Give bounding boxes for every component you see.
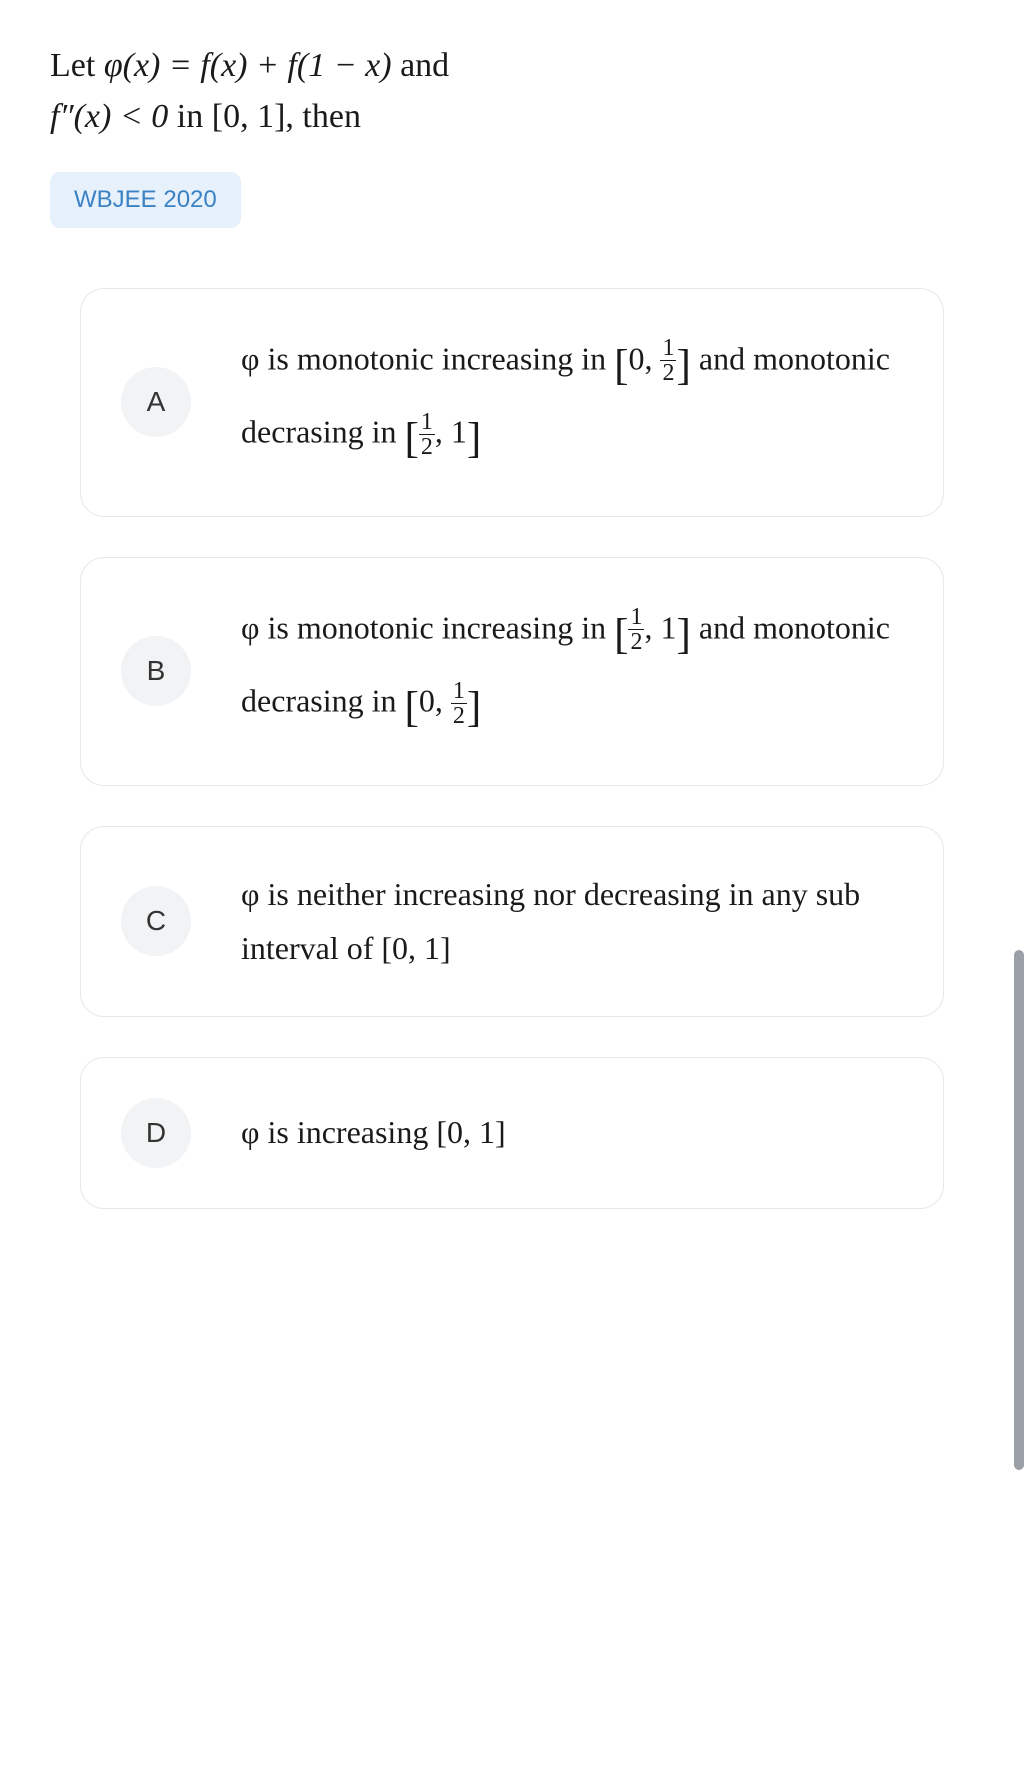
bracket-right: ] <box>467 415 481 462</box>
one-half: 12 <box>628 605 644 654</box>
option-c[interactable]: C φ is neither increasing nor decreasing… <box>80 826 944 1017</box>
one-half: 12 <box>419 410 435 459</box>
fpp: f″(x) < 0 <box>50 98 168 135</box>
int-sep: , <box>435 414 451 450</box>
interval-01: [0, 1] <box>212 98 286 135</box>
int-b: 1 <box>451 414 467 450</box>
option-text: φ is neither increasing nor decreasing i… <box>241 867 903 976</box>
opt-a-t1: φ is monotonic increasing in <box>241 341 614 377</box>
option-a[interactable]: A φ is monotonic increasing in [0, 12] a… <box>80 288 944 517</box>
int-sep: , <box>644 341 660 377</box>
int-b: 1 <box>660 609 676 645</box>
bracket-left: [ <box>405 415 419 462</box>
option-letter: D <box>121 1098 191 1168</box>
option-text: φ is monotonic increasing in [0, 12] and… <box>241 329 903 476</box>
int-a: 0 <box>628 341 644 377</box>
int-sep: , <box>435 683 451 719</box>
int-a: 0 <box>419 683 435 719</box>
one-half: 12 <box>451 679 467 728</box>
opt-c-t1: φ is neither increasing nor decreasing i… <box>241 876 860 966</box>
option-letter: A <box>121 367 191 437</box>
bracket-right: ] <box>676 611 690 658</box>
q-then: , then <box>285 98 361 135</box>
phi-eq: φ(x) = f(x) + f(1 − x) <box>104 47 392 84</box>
option-text: φ is monotonic increasing in [12, 1] and… <box>241 598 903 745</box>
q-text: Let <box>50 47 104 84</box>
bracket-left: [ <box>614 342 628 389</box>
exam-tag[interactable]: WBJEE 2020 <box>50 172 241 228</box>
q-and: and <box>392 47 450 84</box>
interval-01: [0, 1] <box>436 1114 505 1150</box>
opt-d-t1: φ is increasing <box>241 1114 436 1150</box>
option-text: φ is increasing [0, 1] <box>241 1105 506 1159</box>
bracket-right: ] <box>467 684 481 731</box>
option-b[interactable]: B φ is monotonic increasing in [12, 1] a… <box>80 557 944 786</box>
option-letter: C <box>121 886 191 956</box>
option-d[interactable]: D φ is increasing [0, 1] <box>80 1057 944 1209</box>
scrollbar-thumb[interactable] <box>1014 950 1024 1470</box>
option-letter: B <box>121 636 191 706</box>
one-half: 12 <box>660 336 676 385</box>
int-sep: , <box>644 609 660 645</box>
opt-b-t1: φ is monotonic increasing in <box>241 609 614 645</box>
bracket-left: [ <box>614 611 628 658</box>
q-in: in <box>168 98 211 135</box>
options-list: A φ is monotonic increasing in [0, 12] a… <box>50 288 974 1209</box>
interval-01: [0, 1] <box>381 930 450 966</box>
bracket-right: ] <box>676 342 690 389</box>
question-stem: Let φ(x) = f(x) + f(1 − x) and f″(x) < 0… <box>50 40 974 142</box>
bracket-left: [ <box>405 684 419 731</box>
